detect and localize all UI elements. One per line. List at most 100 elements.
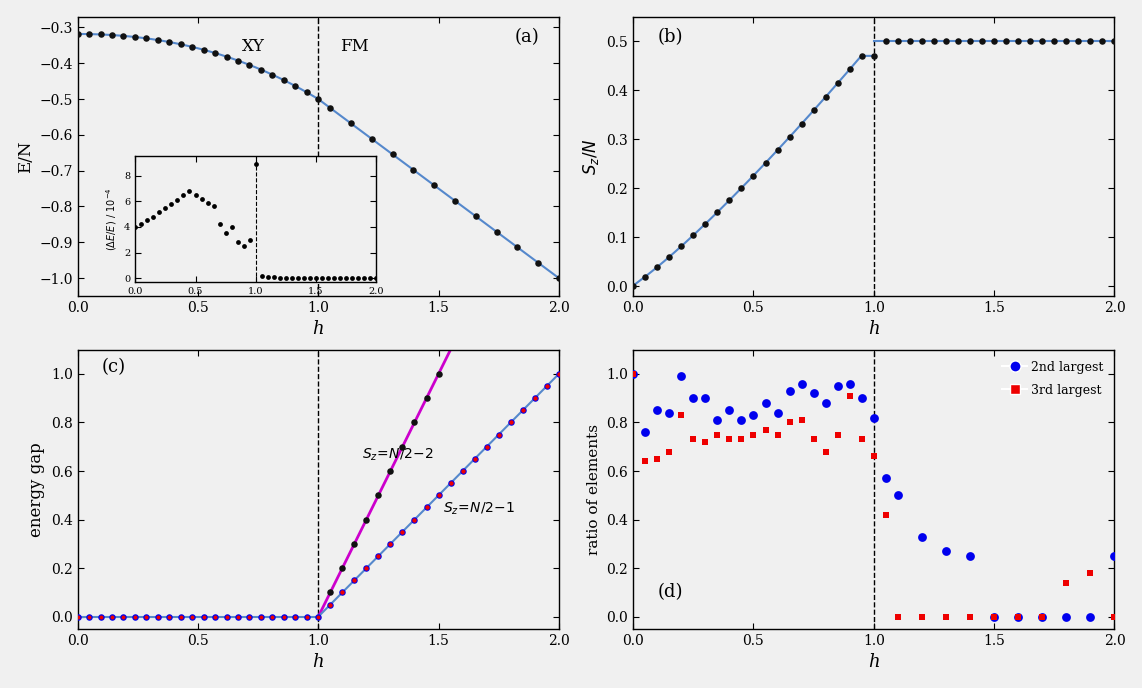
Y-axis label: ratio of elements: ratio of elements [587,424,601,555]
Point [1081,611,1100,622]
Point [393,441,411,452]
Point [888,490,907,501]
Point [841,390,859,401]
Point [321,599,339,610]
Point [636,455,654,466]
Point [341,118,360,129]
Point [1093,36,1111,47]
Point [864,50,883,61]
Point [183,41,201,52]
Point [649,405,667,416]
Point [673,409,691,420]
Point [514,405,532,416]
Point [345,575,363,586]
Point [393,526,411,537]
Point [684,230,702,241]
Point [240,611,258,622]
Point [508,241,526,252]
Point [1105,36,1124,47]
Point [769,407,787,418]
Point [126,611,144,622]
Point [490,429,508,440]
Point [467,211,485,222]
Point [137,611,155,622]
Point [194,611,212,622]
Point [501,417,520,428]
Point [949,36,967,47]
Point [183,611,201,622]
Point [732,434,750,445]
Point [69,28,87,39]
Point [877,36,895,47]
Point [264,69,282,80]
Point [114,30,132,41]
Point [137,33,155,44]
Point [769,144,787,155]
Point [624,368,642,379]
Point [1045,36,1063,47]
Point [804,105,822,116]
Point [321,587,339,598]
Point [912,36,931,47]
Point [1105,611,1124,622]
Point [381,466,400,477]
Text: FM: FM [340,38,369,54]
Point [624,281,642,292]
Point [1057,36,1076,47]
Point [206,611,224,622]
Text: $S_z\!=\!N/2\!-\!2$: $S_z\!=\!N/2\!-\!2$ [362,447,434,463]
Point [194,611,212,622]
Point [817,446,835,457]
Point [1021,36,1039,47]
Point [148,611,167,622]
Point [287,611,305,622]
Point [103,611,121,622]
Point [745,409,763,420]
Point [529,257,547,268]
Point [853,393,871,404]
Point [864,412,883,423]
Point [171,611,190,622]
Point [649,261,667,272]
Point [624,368,642,379]
Point [417,502,435,513]
Point [345,575,363,586]
Point [217,51,235,62]
Point [780,385,798,396]
Point [275,74,293,85]
Point [697,436,715,447]
Point [171,611,190,622]
Point [853,434,871,445]
Point [804,434,822,445]
Point [453,466,472,477]
Point [973,36,991,47]
Point [1105,550,1124,561]
Point [960,611,979,622]
Point [1010,611,1028,622]
X-axis label: h: h [313,654,324,671]
Point [721,405,739,416]
Point [756,398,774,409]
Point [477,441,496,452]
Point [864,451,883,462]
Point [1034,611,1052,622]
Point [466,453,484,464]
Point [183,611,201,622]
Point [901,36,919,47]
Point [538,380,556,391]
Point [888,36,907,47]
Point [841,64,859,75]
Point [298,611,316,622]
Point [333,587,352,598]
Point [160,611,178,622]
Point [756,424,774,436]
Point [708,206,726,217]
Point [490,429,508,440]
Point [936,36,955,47]
Point [1010,611,1028,622]
Point [525,393,544,404]
Point [171,39,190,50]
Text: (b): (b) [658,28,683,46]
Point [442,477,460,488]
Point [660,446,678,457]
